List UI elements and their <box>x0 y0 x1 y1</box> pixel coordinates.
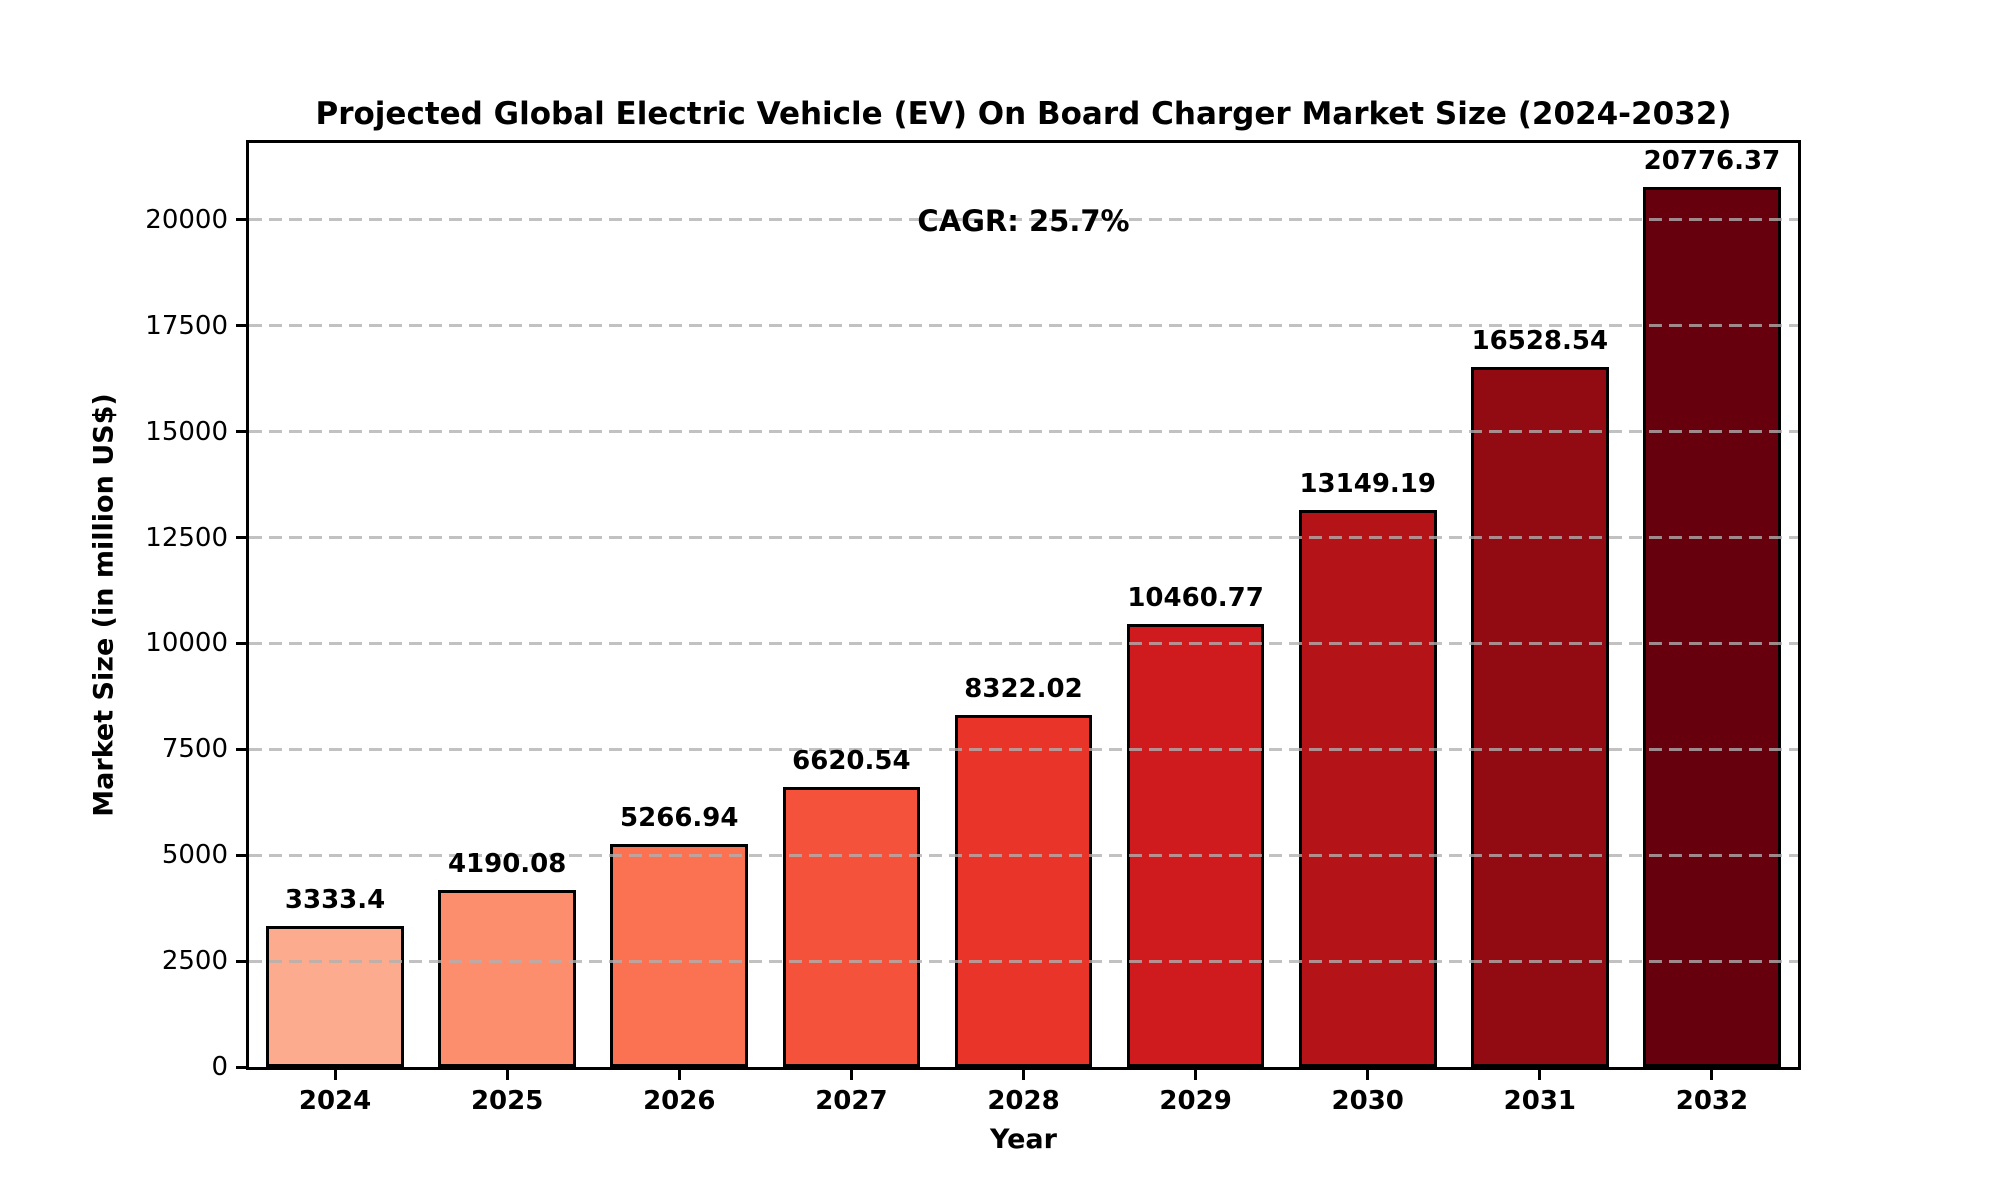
x-tick-label-2031: 2031 <box>1503 1086 1577 1116</box>
y-tick-mark <box>236 430 246 434</box>
x-tick-mark <box>677 1070 681 1080</box>
x-tick-mark <box>1194 1070 1198 1080</box>
gridline-12500 <box>249 536 1798 540</box>
plot-area: 3333.4 4190.08 5266.94 6620.54 8322.02 10460.… <box>246 140 1801 1070</box>
x-axis-label: Year <box>990 1124 1057 1155</box>
gridline-17500 <box>249 324 1798 328</box>
y-tick-label: 2500 <box>161 946 228 977</box>
x-tick-label-2025: 2025 <box>470 1086 544 1116</box>
y-tick-mark <box>236 1065 246 1069</box>
bar-value-label: 16528.54 <box>1471 325 1609 356</box>
y-tick-mark <box>236 747 246 751</box>
bar-value-label: 6620.54 <box>792 745 911 776</box>
y-tick-mark <box>236 218 246 222</box>
x-tick-mark <box>849 1070 853 1080</box>
y-tick-label: 20000 <box>145 204 228 235</box>
bar-2032 <box>1643 187 1781 1067</box>
bar-value-label: 13149.19 <box>1299 469 1436 500</box>
x-tick-mark <box>505 1070 509 1080</box>
y-tick-label: 7500 <box>161 734 228 765</box>
bar-2028 <box>954 714 1093 1067</box>
gridline-15000 <box>249 430 1798 434</box>
bar-2029 <box>1126 623 1265 1067</box>
bar-2024 <box>266 925 404 1067</box>
x-tick-mark <box>1710 1070 1714 1080</box>
gridline-7500 <box>249 747 1798 751</box>
y-tick-mark <box>236 324 246 328</box>
y-tick-label: 15000 <box>145 416 228 447</box>
bar-value-label: 3333.4 <box>284 884 386 915</box>
y-tick-mark <box>236 853 246 857</box>
bar-2026 <box>610 843 749 1067</box>
bar-value-label: 4190.08 <box>447 848 567 879</box>
bar-2027 <box>782 786 921 1067</box>
x-tick-label-2028: 2028 <box>987 1086 1060 1116</box>
bar-value-label: 8322.02 <box>964 673 1083 704</box>
y-tick-mark <box>236 959 246 963</box>
x-tick-mark <box>1538 1070 1542 1080</box>
cagr-annotation: CAGR: 25.7% <box>917 204 1130 238</box>
bar-2025 <box>438 889 576 1067</box>
x-tick-label-2030: 2030 <box>1331 1086 1404 1116</box>
bar-2031 <box>1470 366 1609 1067</box>
gridline-2500 <box>249 959 1798 963</box>
y-tick-mark <box>236 536 246 540</box>
bar-value-label: 20776.37 <box>1643 145 1781 176</box>
y-tick-label: 17500 <box>145 310 228 341</box>
gridline-5000 <box>249 853 1798 857</box>
y-tick-label: 5000 <box>161 840 228 871</box>
x-tick-mark <box>1366 1070 1370 1080</box>
x-tick-mark <box>333 1070 337 1080</box>
gridline-20000 <box>249 218 1798 222</box>
y-tick-label: 0 <box>211 1052 228 1082</box>
bar-value-label: 10460.77 <box>1127 582 1264 613</box>
bar-2030 <box>1298 510 1437 1067</box>
y-tick-mark <box>236 641 246 645</box>
y-tick-label: 10000 <box>145 628 228 659</box>
x-tick-label-2032: 2032 <box>1675 1086 1749 1116</box>
x-tick-label-2024: 2024 <box>298 1086 372 1116</box>
x-tick-label-2026: 2026 <box>643 1086 716 1116</box>
x-tick-mark <box>1022 1070 1025 1080</box>
x-tick-label-2029: 2029 <box>1159 1086 1232 1116</box>
y-tick-label: 12500 <box>145 522 228 553</box>
chart-title: Projected Global Electric Vehicle (EV) O… <box>315 96 1732 132</box>
x-tick-label-2027: 2027 <box>815 1086 888 1116</box>
gridline-10000 <box>249 641 1798 645</box>
bar-value-label: 5266.94 <box>620 802 739 833</box>
